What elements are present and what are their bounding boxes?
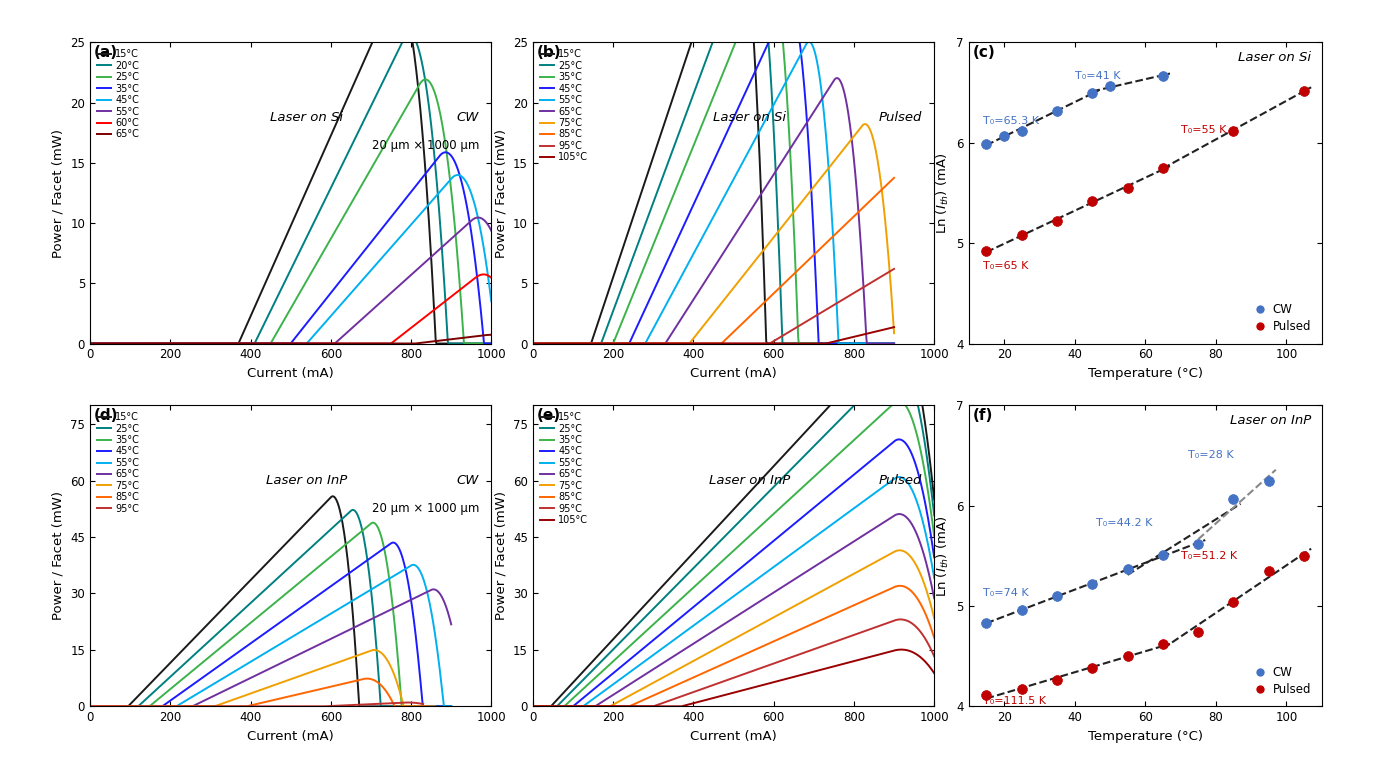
Point	[992, 130, 1014, 142]
Text: 20 μm × 1000 μm: 20 μm × 1000 μm	[372, 502, 479, 515]
Point	[1293, 550, 1315, 562]
Y-axis label: Power / Facet (mW): Power / Facet (mW)	[51, 491, 65, 621]
X-axis label: Current (mA): Current (mA)	[691, 730, 776, 743]
Text: CW: CW	[457, 110, 479, 124]
X-axis label: Current (mA): Current (mA)	[248, 730, 334, 743]
Text: T₀=55 K: T₀=55 K	[1181, 125, 1226, 135]
Point	[1258, 565, 1280, 577]
Text: (d): (d)	[94, 408, 119, 423]
Text: T₀=74 K: T₀=74 K	[983, 588, 1028, 598]
Point	[1187, 626, 1210, 638]
X-axis label: Current (mA): Current (mA)	[248, 367, 334, 380]
Text: (b): (b)	[537, 46, 562, 60]
Text: (e): (e)	[537, 408, 561, 423]
Point	[1081, 195, 1103, 207]
Point	[1258, 474, 1280, 486]
Text: T₀=41 K: T₀=41 K	[1074, 70, 1120, 80]
Text: Laser on InP: Laser on InP	[1230, 415, 1311, 428]
Text: CW: CW	[457, 473, 479, 486]
Point	[1222, 596, 1244, 608]
Point	[1117, 650, 1139, 662]
Point	[1187, 537, 1210, 550]
Text: Laser on Si: Laser on Si	[1239, 52, 1311, 65]
Legend: CW, Pulsed: CW, Pulsed	[1253, 299, 1316, 337]
Point	[1046, 590, 1068, 602]
Legend: 15°C, 20°C, 25°C, 35°C, 45°C, 55°C, 60°C, 65°C: 15°C, 20°C, 25°C, 35°C, 45°C, 55°C, 60°C…	[95, 47, 141, 141]
Legend: 15°C, 25°C, 35°C, 45°C, 55°C, 65°C, 75°C, 85°C, 95°C, 105°C: 15°C, 25°C, 35°C, 45°C, 55°C, 65°C, 75°C…	[538, 47, 590, 164]
Text: (f): (f)	[973, 408, 992, 423]
Text: (a): (a)	[94, 46, 118, 60]
Point	[1046, 104, 1068, 117]
Point	[1010, 124, 1032, 137]
Point	[976, 137, 998, 150]
Y-axis label: Power / Facet (mW): Power / Facet (mW)	[494, 128, 508, 258]
Point	[1151, 549, 1174, 561]
Text: T₀=51.2 K: T₀=51.2 K	[1181, 551, 1237, 560]
Point	[1117, 563, 1139, 575]
Point	[1081, 86, 1103, 99]
Legend: 15°C, 25°C, 35°C, 45°C, 55°C, 65°C, 75°C, 85°C, 95°C: 15°C, 25°C, 35°C, 45°C, 55°C, 65°C, 75°C…	[95, 410, 141, 516]
Text: Laser on Si: Laser on Si	[270, 110, 343, 124]
Point	[976, 617, 998, 629]
Text: T₀=65.3 K: T₀=65.3 K	[983, 116, 1039, 126]
Point	[1151, 638, 1174, 650]
Y-axis label: Ln ($I_{th}$) (mA): Ln ($I_{th}$) (mA)	[934, 515, 951, 597]
Point	[1151, 161, 1174, 174]
Point	[1081, 577, 1103, 590]
Text: T₀=28 K: T₀=28 K	[1187, 451, 1233, 460]
Y-axis label: Power / Facet (mW): Power / Facet (mW)	[51, 128, 65, 258]
X-axis label: Temperature (°C): Temperature (°C)	[1088, 367, 1203, 380]
Point	[1010, 683, 1032, 696]
Text: T₀=111.5 K: T₀=111.5 K	[983, 696, 1046, 706]
Point	[1293, 84, 1315, 96]
Point	[1046, 674, 1068, 686]
Y-axis label: Power / Facet (mW): Power / Facet (mW)	[494, 491, 508, 621]
Point	[1081, 662, 1103, 675]
Text: Laser on InP: Laser on InP	[709, 473, 790, 486]
Y-axis label: Ln ($I_{th}$) (mA): Ln ($I_{th}$) (mA)	[934, 152, 951, 234]
Point	[1010, 229, 1032, 242]
Point	[1010, 604, 1032, 616]
Point	[976, 245, 998, 257]
Point	[1117, 181, 1139, 194]
Point	[976, 689, 998, 702]
Point	[1222, 493, 1244, 505]
Text: Pulsed: Pulsed	[879, 473, 922, 486]
Point	[1151, 69, 1174, 82]
X-axis label: Current (mA): Current (mA)	[691, 367, 776, 380]
Text: (c): (c)	[973, 46, 995, 60]
Point	[1099, 80, 1121, 92]
Text: 20 μm × 1000 μm: 20 μm × 1000 μm	[372, 139, 479, 152]
Legend: 15°C, 25°C, 35°C, 45°C, 55°C, 65°C, 75°C, 85°C, 95°C, 105°C: 15°C, 25°C, 35°C, 45°C, 55°C, 65°C, 75°C…	[538, 410, 590, 527]
X-axis label: Temperature (°C): Temperature (°C)	[1088, 730, 1203, 743]
Text: Pulsed: Pulsed	[879, 110, 922, 124]
Text: T₀=44.2 K: T₀=44.2 K	[1096, 518, 1153, 528]
Point	[1046, 215, 1068, 227]
Text: Laser on InP: Laser on InP	[266, 473, 347, 486]
Text: T₀=65 K: T₀=65 K	[983, 261, 1028, 271]
Text: Laser on Si: Laser on Si	[713, 110, 786, 124]
Point	[1222, 124, 1244, 137]
Legend: CW, Pulsed: CW, Pulsed	[1253, 662, 1316, 700]
